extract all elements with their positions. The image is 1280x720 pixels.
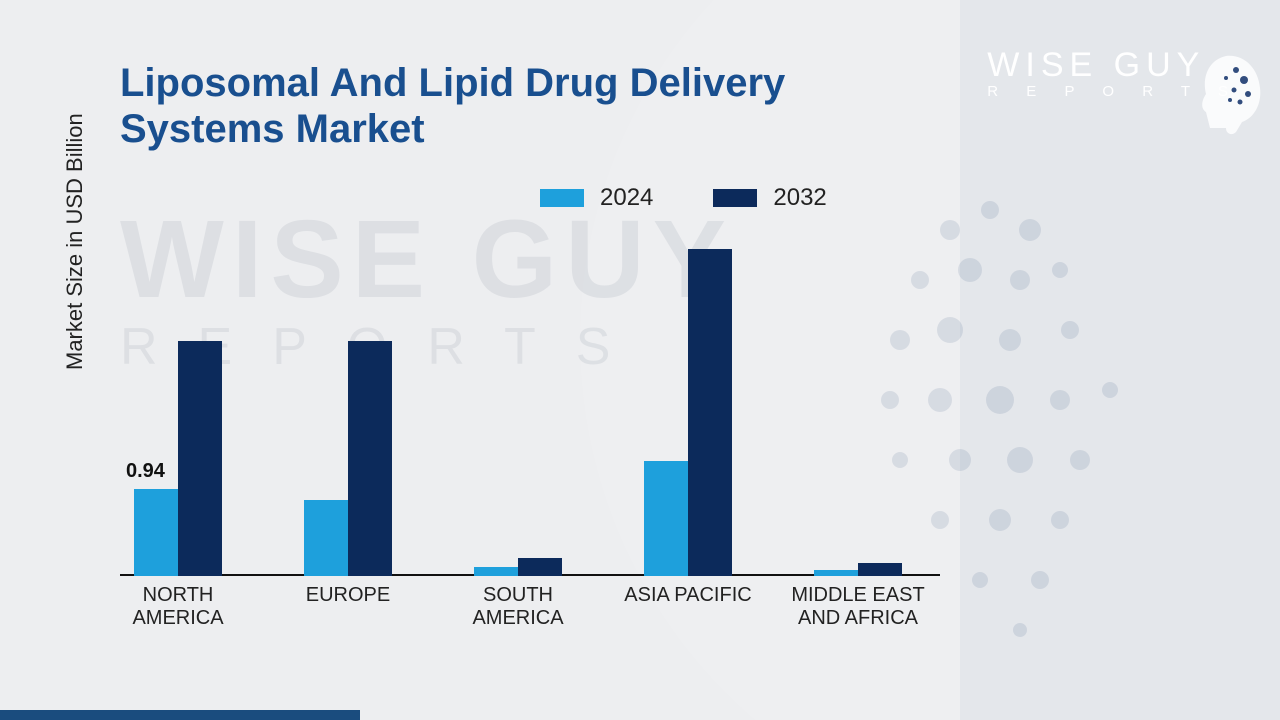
chart-title: Liposomal And Lipid Drug Delivery System… [120,60,840,152]
legend: 2024 2032 [540,184,827,212]
y-axis-label: Market Size in USD Billion [62,113,88,370]
x-axis-label: EUROPE [268,584,428,607]
bar-group [644,249,764,576]
bar-2032 [348,341,392,576]
legend-label-2032: 2032 [773,184,826,212]
bar-2024 [814,570,858,576]
bar-2024 [134,489,178,576]
legend-label-2024: 2024 [600,184,653,212]
bar-2024 [644,461,688,576]
bar-2024 [474,567,518,576]
bar-group [134,341,254,576]
legend-swatch-2032 [713,189,757,207]
x-axis-label: ASIA PACIFIC [608,584,768,607]
bar-2024 [304,500,348,576]
bar-group [814,563,934,576]
infographic-canvas: WISE GUY R E P O R T S Liposomal And Lip… [0,0,1280,720]
bottom-accent-bar [0,710,360,720]
bar-2032 [178,341,222,576]
bar-2032 [688,249,732,576]
bar-value-label: 0.94 [126,460,165,483]
bar-chart: 0.94 [120,226,940,576]
bar-group [304,341,424,576]
x-axis-label: MIDDLE EAST AND AFRICA [778,584,938,630]
logo-head-icon [1196,50,1268,138]
legend-swatch-2024 [540,189,584,207]
x-axis-label: SOUTH AMERICA [438,584,598,630]
x-axis-label: NORTH AMERICA [98,584,258,630]
bar-group [474,558,594,576]
bar-2032 [518,558,562,576]
legend-item-2024: 2024 [540,184,653,212]
bar-2032 [858,563,902,576]
legend-item-2032: 2032 [713,184,826,212]
